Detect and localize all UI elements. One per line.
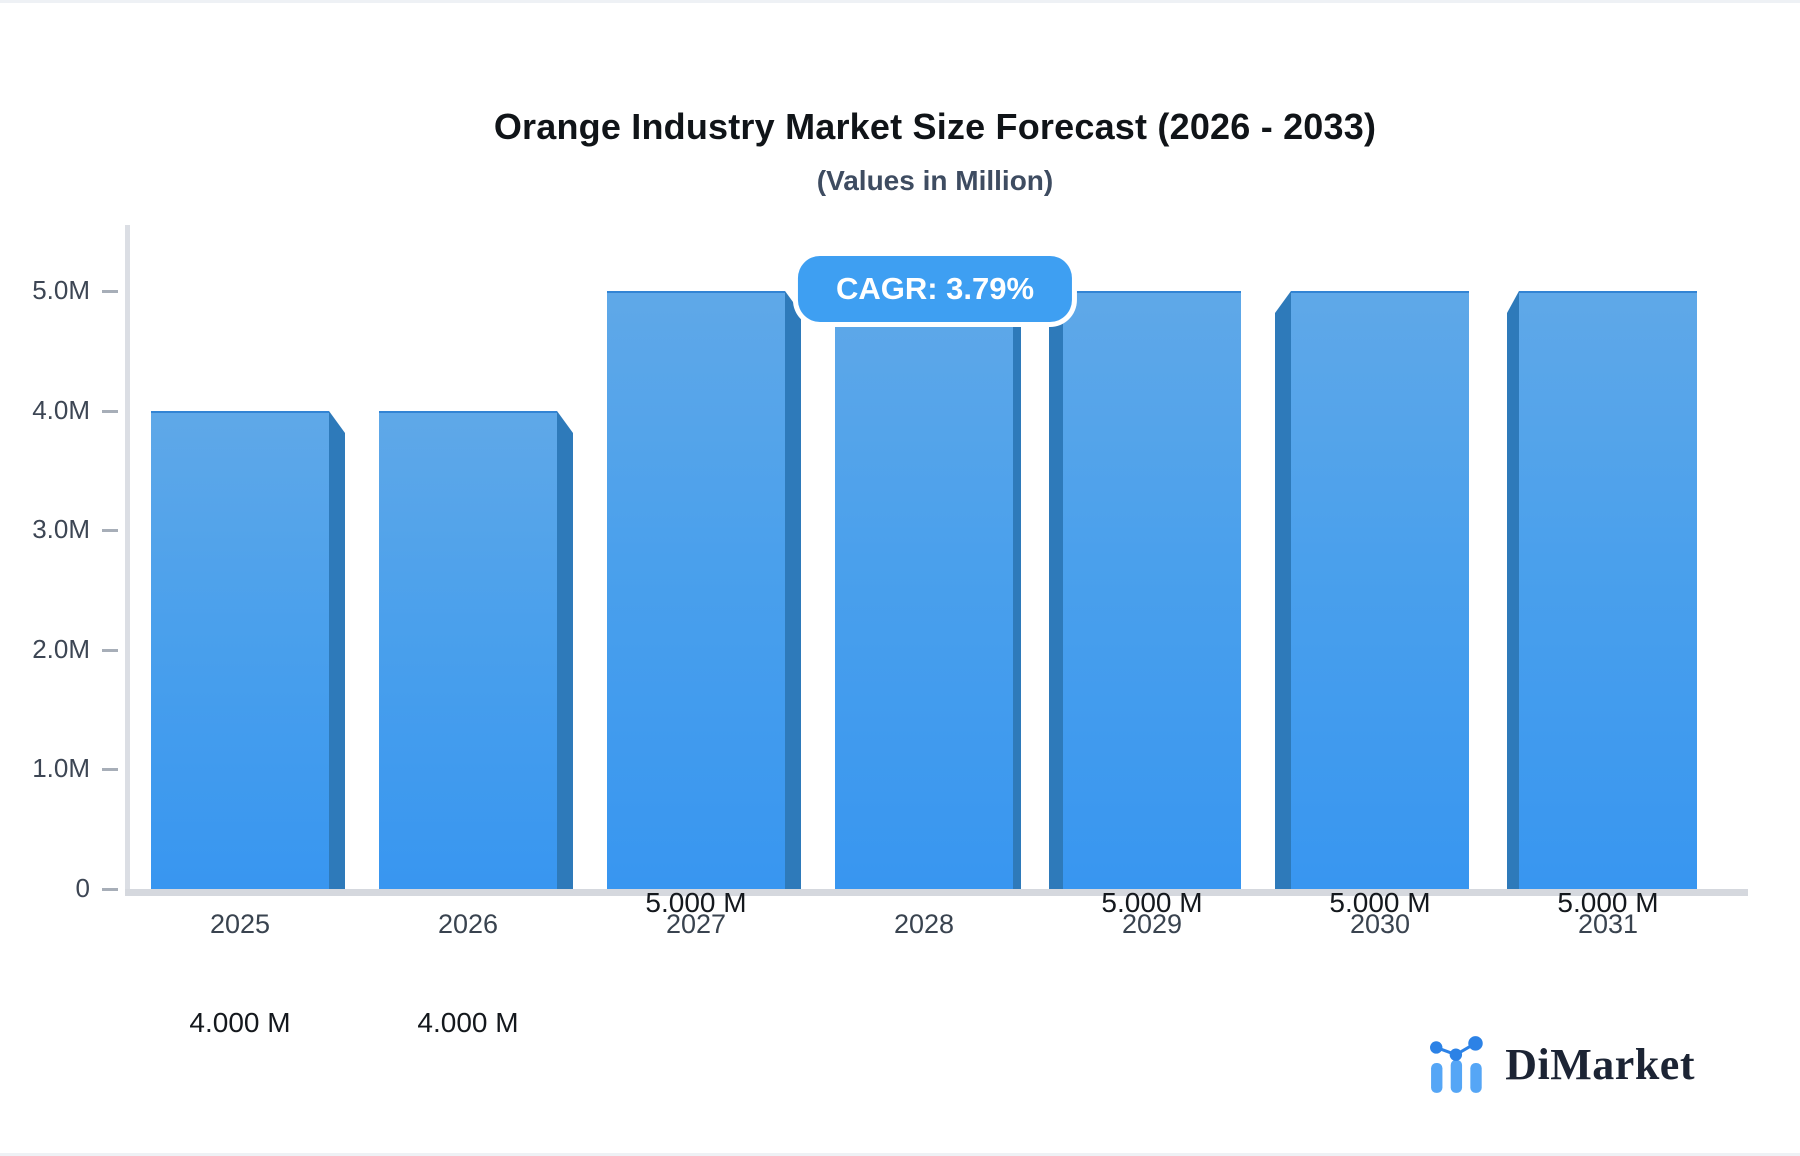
x-axis-label-2028: 2028 [893,909,955,939]
y-axis-label-5.0M: 5.0M [32,275,90,305]
y-axis-label-1.0M: 1.0M [32,753,90,784]
value-label-2030: 5.000 M [1329,887,1431,918]
y-axis-label-4.0M: 4.0M [32,394,90,425]
mini-bar-chart-icon [1430,1036,1484,1093]
bar-face-2025[interactable] [151,411,329,889]
chart-title: Orange Industry Market Size Forecast (20… [493,106,1377,147]
brand-name: DiMarket [1505,1039,1695,1089]
y-axis-label-3.0M: 3.0M [32,514,90,545]
x-axis-label-2026: 2026 [437,909,499,939]
bar-side-shadow-2029 [1049,291,1063,889]
cagr-badge: CAGR: 3.79% [797,256,1073,322]
plot-area: CAGR: 3.79% 0 1.0M 2.0M 3.0M 4.0M 5.0M 2025 4.0… [32,225,1748,1038]
bar-face-2031[interactable] [1519,291,1697,889]
bar-face-2027[interactable] [607,291,785,889]
y-axis-label-2.0M: 2.0M [32,633,90,664]
bar-side-shadow-2030 [1275,291,1291,889]
bar-face-2026[interactable] [379,411,557,889]
y-tick-2.0M [102,648,118,652]
x-axis-label-2027: 2027 [665,909,727,939]
value-label-2031: 5.000 M [1557,887,1659,918]
y-tick-0 [102,888,118,891]
y-tick-1.0M [102,768,118,772]
x-axis-label-2031: 2031 [1577,909,1639,939]
bar-face-2029[interactable] [1063,291,1241,889]
y-axis-line [125,225,130,889]
x-axis-label-2030: 2030 [1349,909,1411,939]
bar-side-shadow-2027 [785,291,801,889]
bar-side-shadow-2025 [329,411,345,889]
value-label-2027: 5.000 M [645,887,747,918]
x-axis-label-2029: 2029 [1121,909,1183,939]
x-axis-label-2025: 2025 [209,909,271,939]
y-tick-4.0M [102,409,118,413]
bar-side-shadow-2031 [1507,291,1519,889]
bar-face-2028[interactable] [835,291,1013,889]
y-tick-5.0M [102,290,118,293]
value-label-2029: 5.000 M [1101,887,1203,918]
dimarket-logo: DiMarket [1429,1035,1695,1093]
chart-header: Orange Industry Market Size Forecast (20… [130,106,1740,197]
bar-face-2030[interactable] [1291,291,1469,889]
value-label-2025: 4.000 M [189,1007,291,1038]
bar-side-shadow-2028 [1013,291,1021,889]
chart-area: CAGR: 3.79% 0 1.0M 2.0M 3.0M 4.0M 5.0M 2025 4.0… [0,225,1800,1038]
bar-side-shadow-2026 [557,411,573,889]
y-axis-label-0: 0 [75,873,90,903]
value-label-2026: 4.000 M [417,1007,519,1038]
chart-card: Orange Industry Market Size Forecast (20… [0,3,1800,1153]
x-axis-line [125,889,1748,896]
chart-subtitle: (Values in Million) [816,165,1054,196]
y-tick-3.0M [102,529,118,533]
